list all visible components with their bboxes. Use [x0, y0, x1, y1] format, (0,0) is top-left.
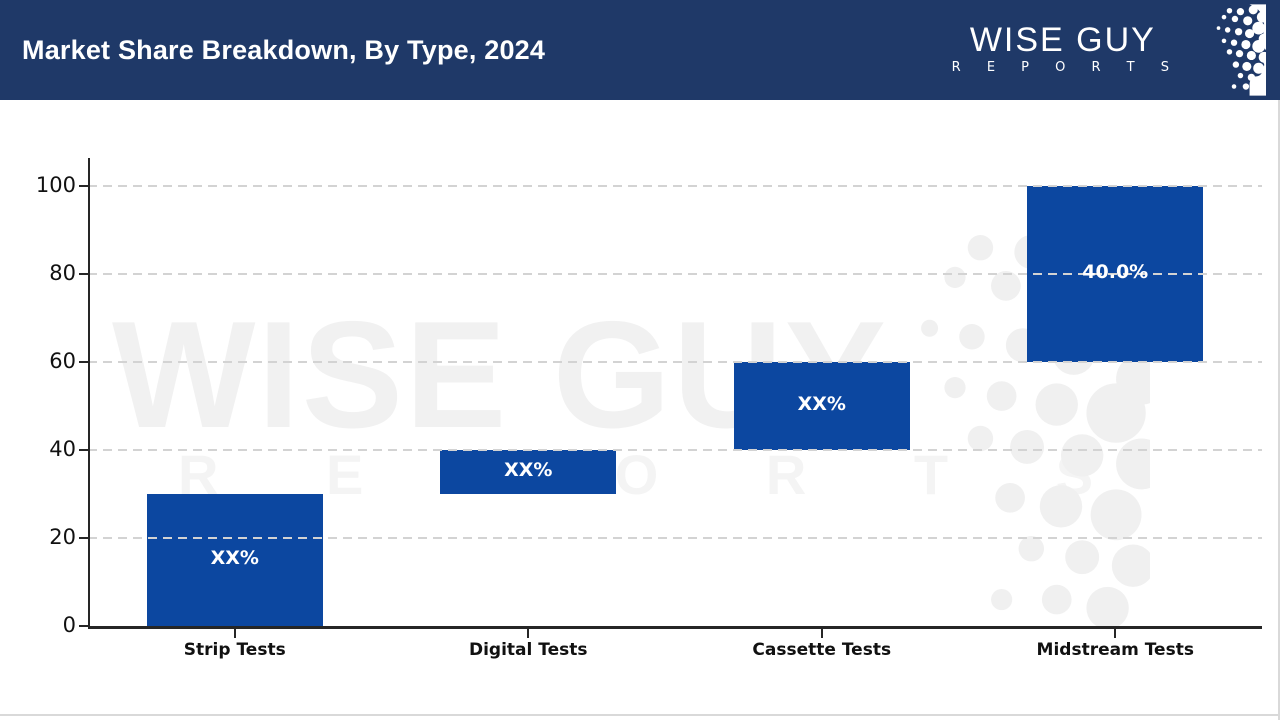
gridline-60 [88, 361, 1262, 363]
bar-strip-tests [146, 494, 323, 626]
y-tick-label: 100 [35, 173, 76, 197]
gridline-20 [88, 537, 1262, 539]
bottom-divider [0, 714, 1280, 716]
x-category-label: Strip Tests [183, 640, 286, 660]
brand-logo-text: WISE GUY R E P O R T S [946, 23, 1180, 77]
x-tick-mark [1114, 629, 1117, 638]
x-category-label: Cassette Tests [752, 640, 892, 660]
y-tick-mark [79, 361, 88, 363]
page-title: Market Share Breakdown, By Type, 2024 [22, 34, 546, 65]
y-axis-spine [88, 158, 90, 629]
y-tick-label: 40 [49, 437, 76, 461]
bar-cassette-tests [733, 362, 910, 450]
bar-label: XX% [797, 393, 846, 415]
y-tick-mark [79, 537, 88, 539]
y-tick-label: 0 [62, 613, 76, 637]
bar-digital-tests [440, 450, 617, 494]
y-tick-label: 80 [49, 261, 76, 285]
x-tick-mark [527, 629, 530, 638]
gridline-100 [88, 185, 1262, 187]
brand-name: WISE GUY [969, 21, 1156, 59]
x-category-label: Midstream Tests [1036, 640, 1194, 660]
y-tick-mark [79, 625, 88, 627]
watermark-text-2: R E P O R T S [178, 443, 1140, 506]
y-tick-mark [79, 449, 88, 451]
y-tick-mark [79, 273, 88, 275]
x-tick-mark [233, 629, 236, 638]
y-tick-mark [79, 185, 88, 187]
gridline-80 [88, 273, 1262, 275]
gridline-40 [88, 449, 1262, 451]
x-axis-spine [88, 626, 1262, 629]
brand-logo: WISE GUY R E P O R T S [946, 4, 1266, 96]
y-tick-label: 20 [49, 525, 76, 549]
bar-label: XX% [504, 459, 553, 481]
bar-label: 40.0% [1082, 261, 1149, 283]
x-tick-mark [820, 629, 823, 638]
brand-subname: R E P O R T S [951, 60, 1180, 75]
x-category-label: Digital Tests [468, 640, 588, 660]
dotted-head-icon [1216, 4, 1266, 96]
bar-label: XX% [210, 547, 259, 569]
header-bar: Market Share Breakdown, By Type, 2024 WI… [0, 0, 1280, 100]
y-tick-label: 60 [49, 349, 76, 373]
